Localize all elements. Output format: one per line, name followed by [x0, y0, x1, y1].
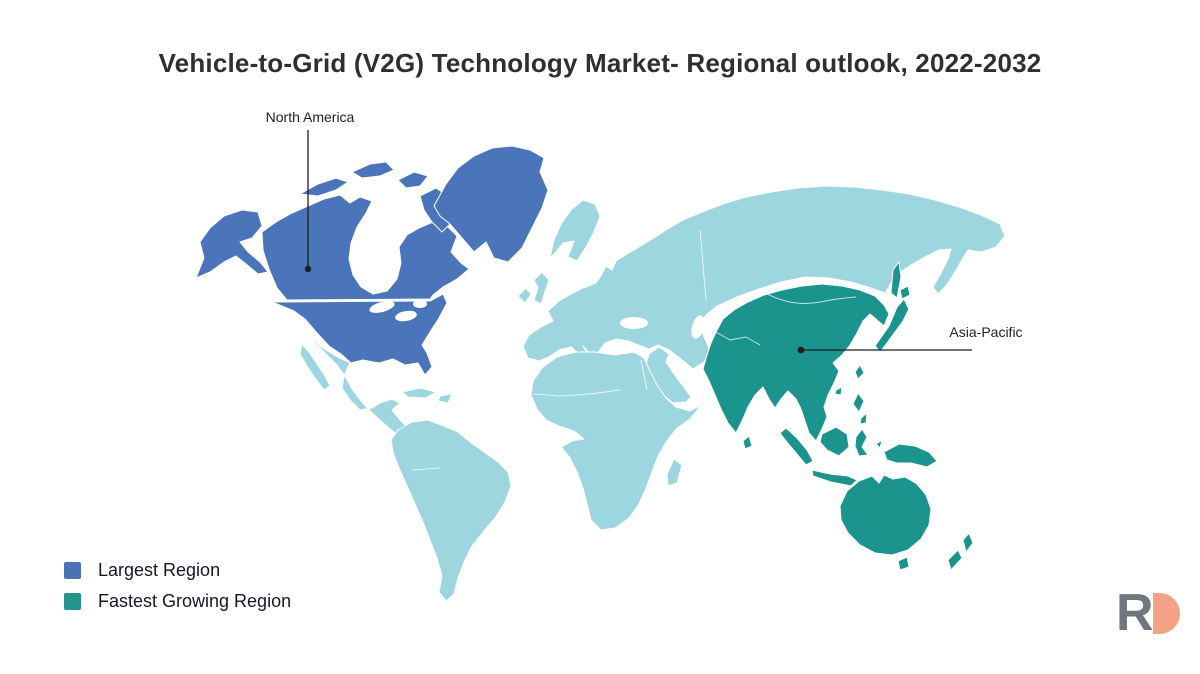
region-baja-california: [299, 343, 331, 391]
water-bodies: [369, 240, 705, 339]
caspian-sea: [691, 315, 705, 339]
region-taiwan: [854, 364, 865, 380]
annotation-asia-pacific: Asia-Pacific: [797, 324, 1023, 354]
legend: Largest Region Fastest Growing Region: [64, 561, 291, 610]
north-america-callout-dot: [304, 265, 312, 273]
region-new-guinea: [883, 443, 938, 468]
border-hint-sahara: [532, 389, 621, 397]
region-africa: [530, 351, 702, 531]
region-cuba: [401, 387, 437, 399]
region-north-america: [195, 145, 549, 376]
region-asia-pacific: [702, 261, 974, 571]
region-rest-of-world: [299, 185, 1006, 602]
region-hispaniola: [437, 393, 453, 404]
region-hokkaido: [899, 285, 911, 300]
country-border-hints: [411, 229, 857, 471]
region-madagascar: [666, 458, 683, 487]
region-canada: [261, 194, 470, 301]
legend-label-fastest-growing-region: Fastest Growing Region: [98, 591, 292, 611]
region-hainan: [834, 386, 843, 396]
region-alaska: [195, 209, 269, 279]
region-arctic-island-3: [397, 171, 429, 189]
annotation-north-america: North America: [266, 109, 355, 273]
asia-pacific-label: Asia-Pacific: [949, 324, 1022, 340]
legend-item-largest-region: Largest Region: [64, 561, 291, 579]
black-sea: [620, 317, 648, 329]
border-hint-mongolia: [759, 289, 857, 304]
region-europe-russia-middle-east: [522, 185, 1006, 378]
region-philippines-south: [859, 412, 868, 425]
great-lake-michigan-erie: [395, 310, 417, 322]
legend-label-largest-region: Largest Region: [98, 560, 221, 580]
region-tasmania: [897, 556, 910, 571]
border-hint-india-china: [715, 331, 761, 346]
region-sri-lanka: [742, 435, 753, 450]
region-philippines-north: [852, 392, 865, 413]
region-arctic-island-2: [351, 161, 395, 179]
region-new-zealand-south: [947, 549, 963, 571]
region-scandinavia: [549, 199, 601, 262]
region-great-britain: [533, 271, 550, 305]
border-hint-brazil: [411, 467, 441, 471]
region-australia: [839, 474, 932, 556]
region-java: [811, 469, 858, 487]
legend-swatch-fastest-growing-region: [64, 592, 81, 610]
region-new-zealand-north: [962, 532, 974, 553]
region-japan: [874, 298, 910, 353]
brand-logo: R: [1116, 584, 1180, 642]
legend-swatch-largest-region: [64, 561, 81, 579]
chart-title: Vehicle-to-Grid (V2G) Technology Market-…: [158, 48, 1042, 78]
region-borneo: [819, 426, 850, 457]
border-hint-nile: [640, 359, 648, 391]
region-moluccas: [875, 439, 883, 449]
region-sakhalin: [890, 261, 902, 299]
region-sulawesi: [854, 428, 869, 457]
region-greenland: [433, 145, 549, 263]
region-south-america: [390, 419, 512, 602]
great-lake-superior: [369, 301, 395, 313]
region-china-india-se-asia: [702, 283, 890, 442]
logo-letter-d: [1152, 593, 1180, 634]
region-sumatra: [779, 427, 814, 466]
legend-item-fastest-growing-region: Fastest Growing Region: [64, 592, 291, 610]
logo-letter-r: R: [1116, 584, 1154, 642]
region-arctic-island-1: [299, 177, 349, 197]
great-lake-ontario: [413, 300, 427, 308]
region-ireland: [517, 287, 532, 304]
border-hint-urals: [699, 229, 707, 301]
north-america-label: North America: [266, 109, 355, 125]
asia-pacific-callout-dot: [797, 346, 805, 354]
baltic-sea: [600, 240, 616, 260]
